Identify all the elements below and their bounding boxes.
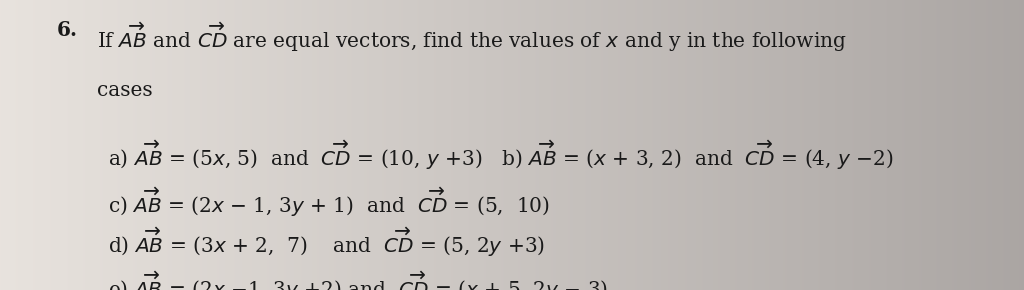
Text: e) $\overrightarrow{AB}$ = (2$x$ $-$1, 3$y$ +2) and  $\overrightarrow{CD}$ = ($x: e) $\overrightarrow{AB}$ = (2$x$ $-$1, 3… (108, 270, 607, 290)
Text: d) $\overrightarrow{AB}$ = (3$x$ + 2,  7)    and  $\overrightarrow{CD}$ = (5, 2$: d) $\overrightarrow{AB}$ = (3$x$ + 2, 7)… (108, 226, 545, 260)
Text: a) $\overrightarrow{AB}$ = (5$x$, 5)  and  $\overrightarrow{CD}$ = (10, $y$ +3) : a) $\overrightarrow{AB}$ = (5$x$, 5) and… (108, 139, 893, 173)
Text: If $\overrightarrow{AB}$ and $\overrightarrow{CD}$ are equal vectors, find the v: If $\overrightarrow{AB}$ and $\overright… (97, 20, 847, 54)
Text: 6.: 6. (56, 20, 78, 40)
Text: cases: cases (97, 81, 153, 100)
Text: c) $\overrightarrow{AB}$ = (2$x$ $-$ 1, 3$y$ + 1)  and  $\overrightarrow{CD}$ = : c) $\overrightarrow{AB}$ = (2$x$ $-$ 1, … (108, 186, 550, 219)
